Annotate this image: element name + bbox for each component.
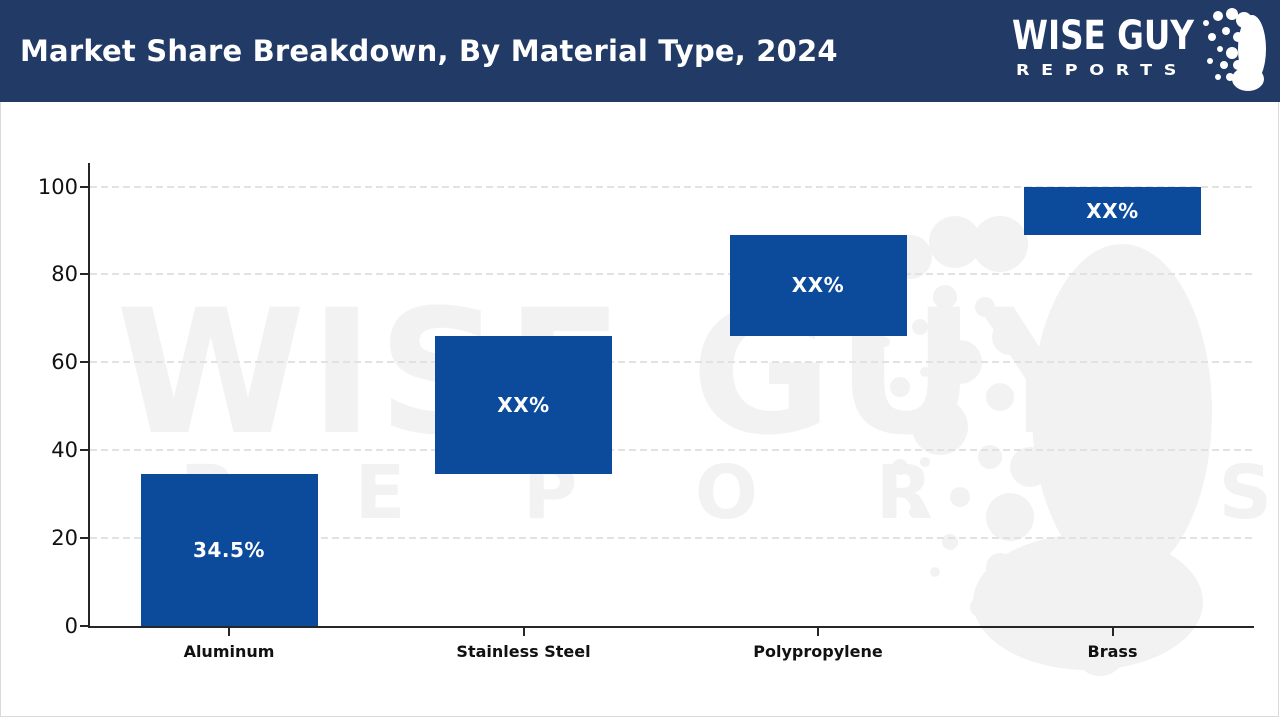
header-bar: Market Share Breakdown, By Material Type… <box>0 0 1280 102</box>
bar-stainless-steel: XX% <box>435 335 612 475</box>
brand-logo: WISE GUY REPORTS <box>1010 7 1268 101</box>
gridline-20 <box>90 537 1254 540</box>
bar-label-stainless-steel: XX% <box>497 393 550 418</box>
x-axis <box>88 626 1254 628</box>
y-tick-20 <box>80 537 88 540</box>
y-tick-0 <box>80 625 88 627</box>
y-tick-60 <box>80 361 88 364</box>
bar-brass: XX% <box>1024 186 1201 235</box>
y-tick-label-20: 20 <box>51 526 78 551</box>
bar-aluminum: 34.5% <box>140 474 318 626</box>
x-category-label-stainless-steel: Stainless Steel <box>456 642 591 661</box>
y-tick-label-40: 40 <box>51 438 78 463</box>
wise-guy-logo-graphic: WISE GUY REPORTS <box>1012 8 1266 91</box>
x-tick-polypropylene <box>817 628 819 636</box>
bar-label-polypropylene: XX% <box>791 273 845 298</box>
chart-title: Market Share Breakdown, By Material Type… <box>20 34 838 68</box>
gridline-100 <box>90 185 1254 188</box>
x-tick-aluminum <box>228 628 230 636</box>
y-tick-label-60: 60 <box>51 350 78 375</box>
x-category-label-brass: Brass <box>1087 642 1138 661</box>
x-category-label-aluminum: Aluminum <box>183 642 275 661</box>
bar-polypropylene: XX% <box>729 234 907 336</box>
y-tick-label-80: 80 <box>51 262 78 287</box>
x-tick-brass <box>1111 628 1114 636</box>
logo-line1: WISE GUY <box>1012 13 1195 59</box>
y-tick-label-0: 0 <box>64 614 78 638</box>
gridline-40 <box>90 449 1254 452</box>
logo-line2: REPORTS <box>1016 61 1188 79</box>
y-axis <box>88 163 90 628</box>
bar-label-brass: XX% <box>1086 198 1139 223</box>
bar-label-aluminum: 34.5% <box>193 538 265 563</box>
logo-head-icon <box>1203 8 1266 91</box>
x-tick-stainless-steel <box>522 628 525 636</box>
y-tick-40 <box>80 449 88 452</box>
x-category-label-polypropylene: Polypropylene <box>753 642 883 661</box>
chart-area: WISE GUY R E P O R T S 0 20 40 60 80 100 <box>0 102 1280 720</box>
gridline-80 <box>90 273 1254 276</box>
y-tick-label-100: 100 <box>37 174 78 199</box>
y-tick-100 <box>80 185 88 188</box>
y-tick-80 <box>80 273 88 276</box>
plot: 0 20 40 60 80 100 34.5% Aluminum XX% Stainless St… <box>0 102 1280 720</box>
gridline-60 <box>90 361 1254 364</box>
